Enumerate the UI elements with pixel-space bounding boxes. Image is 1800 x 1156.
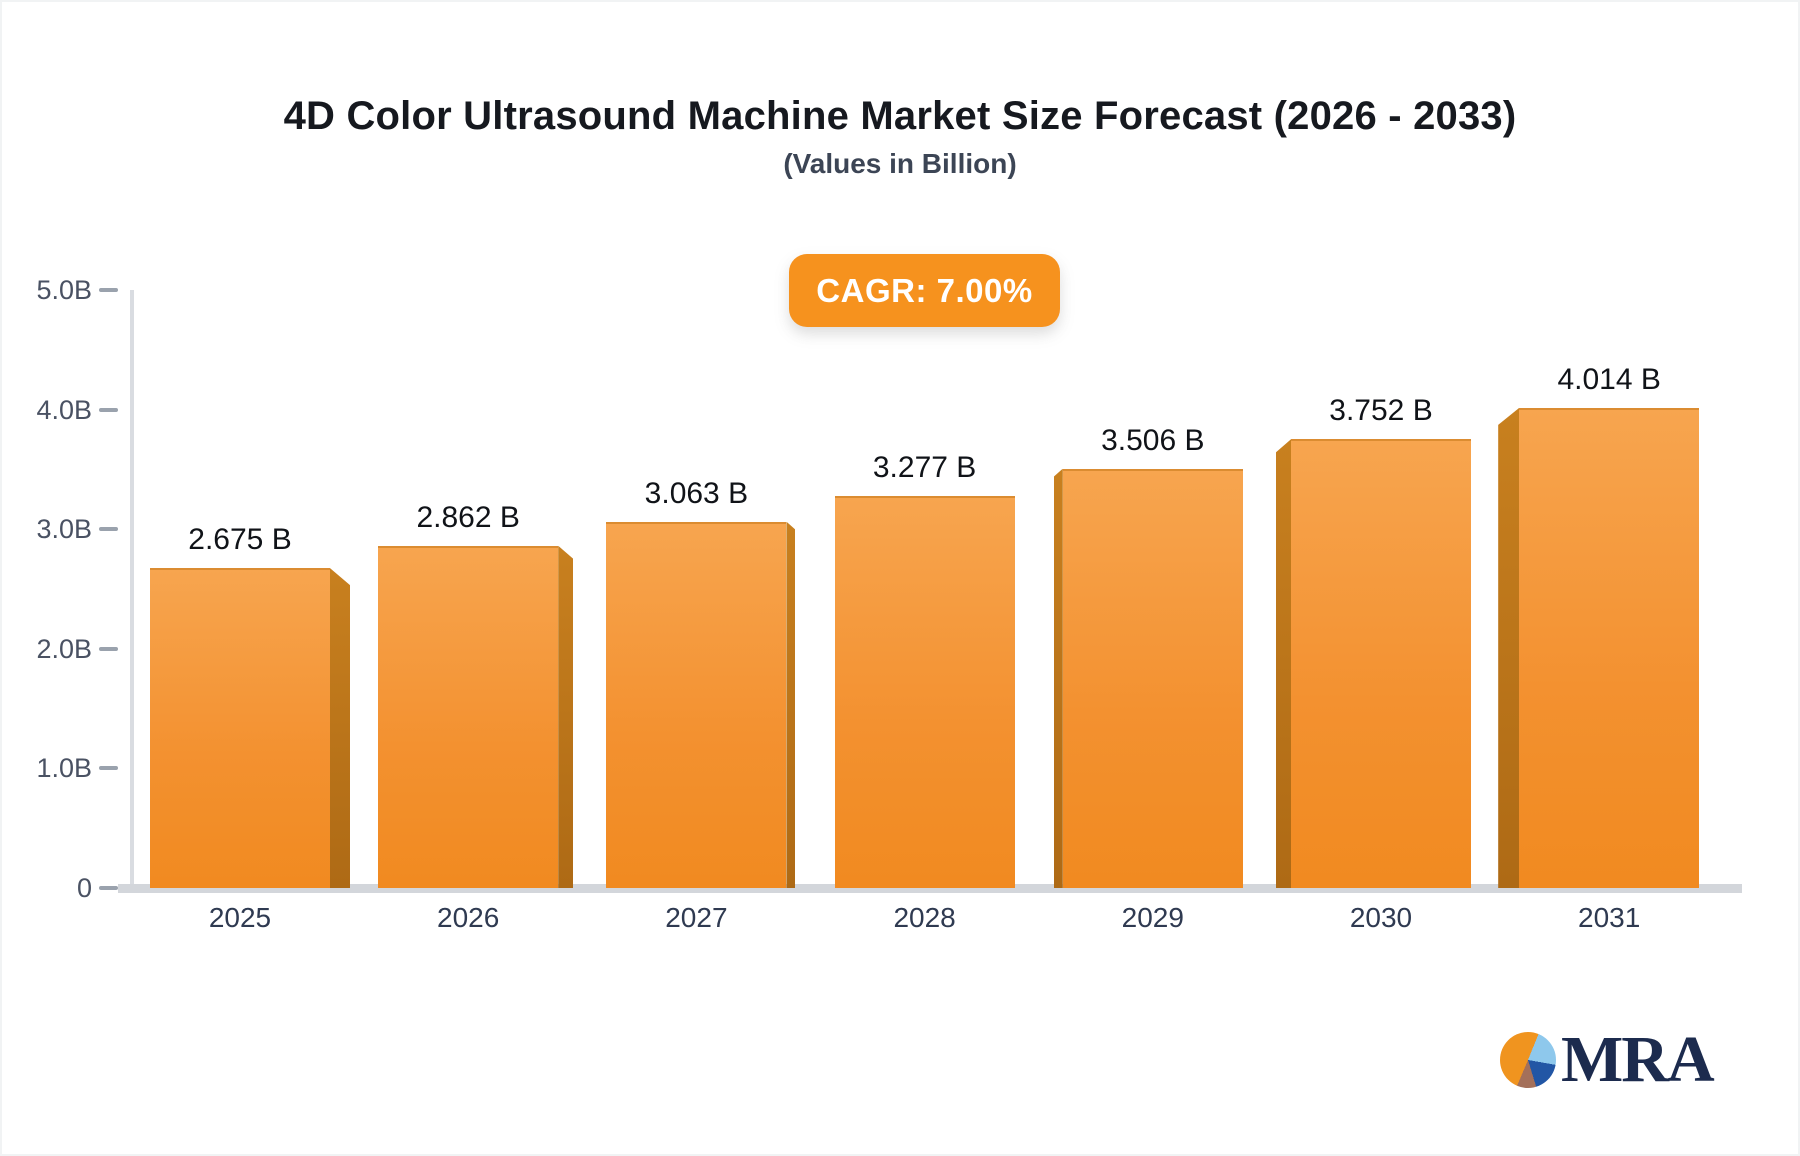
x-axis-label: 2031 bbox=[1578, 902, 1641, 933]
y-tick-mark bbox=[99, 407, 118, 412]
brand-logo-text: MRA bbox=[1561, 1023, 1715, 1096]
y-tick-mark bbox=[99, 288, 118, 292]
pie-chart-logo-icon bbox=[1500, 1032, 1556, 1088]
bar-3d-side bbox=[558, 545, 574, 888]
x-axis-baseline bbox=[118, 884, 1742, 893]
bar-3d-side bbox=[1276, 439, 1291, 888]
bar-3d-side bbox=[330, 568, 350, 888]
x-axis-label: 2027 bbox=[665, 902, 728, 933]
bar bbox=[606, 521, 787, 888]
page-title: 4D Color Ultrasound Machine Market Size … bbox=[283, 94, 1517, 138]
bar bbox=[1062, 468, 1243, 888]
x-axis-label: 2025 bbox=[208, 902, 272, 933]
bar-value-label: 3.277 B bbox=[872, 451, 977, 485]
bar-value-label: 3.752 B bbox=[1329, 394, 1433, 428]
bar bbox=[1291, 439, 1471, 888]
y-tick-mark bbox=[99, 646, 118, 651]
cagr-badge: CAGR: 7.00% bbox=[789, 254, 1060, 327]
bar-3d-side bbox=[1498, 407, 1520, 888]
y-axis-line bbox=[130, 290, 134, 888]
bar-value-label: 4.014 B bbox=[1557, 362, 1661, 396]
y-tick-mark bbox=[99, 886, 118, 890]
bar-value-label: 2.862 B bbox=[416, 500, 520, 534]
y-tick-label: 3.0B bbox=[36, 514, 92, 545]
y-tick-label: 1.0B bbox=[36, 753, 92, 784]
y-tick-label: 4.0B bbox=[36, 394, 92, 425]
bar bbox=[1519, 407, 1700, 888]
y-tick-mark bbox=[99, 527, 118, 532]
y-tick-label: 2.0B bbox=[36, 633, 92, 664]
bar bbox=[834, 496, 1015, 888]
cagr-badge-label: CAGR: 7.00% bbox=[816, 271, 1033, 309]
bar-value-label: 2.675 B bbox=[188, 523, 292, 557]
bar-value-label: 3.063 B bbox=[644, 476, 749, 510]
x-axis-label: 2028 bbox=[893, 902, 956, 933]
y-tick-label: 0 bbox=[76, 873, 92, 903]
bar bbox=[150, 568, 330, 888]
bar-3d-side bbox=[786, 521, 796, 888]
bar-3d-side bbox=[1053, 468, 1063, 888]
y-tick-mark bbox=[99, 766, 118, 771]
x-axis-label: 2030 bbox=[1349, 902, 1413, 933]
bar-value-label: 3.506 B bbox=[1101, 423, 1205, 457]
x-axis-label: 2029 bbox=[1121, 902, 1184, 933]
brand-logo: MRA bbox=[1500, 1023, 1715, 1096]
bar bbox=[378, 545, 559, 888]
y-tick-label: 5.0B bbox=[36, 275, 92, 305]
page-subtitle: (Values in Billion) bbox=[783, 148, 1017, 179]
x-axis-label: 2026 bbox=[437, 902, 500, 933]
